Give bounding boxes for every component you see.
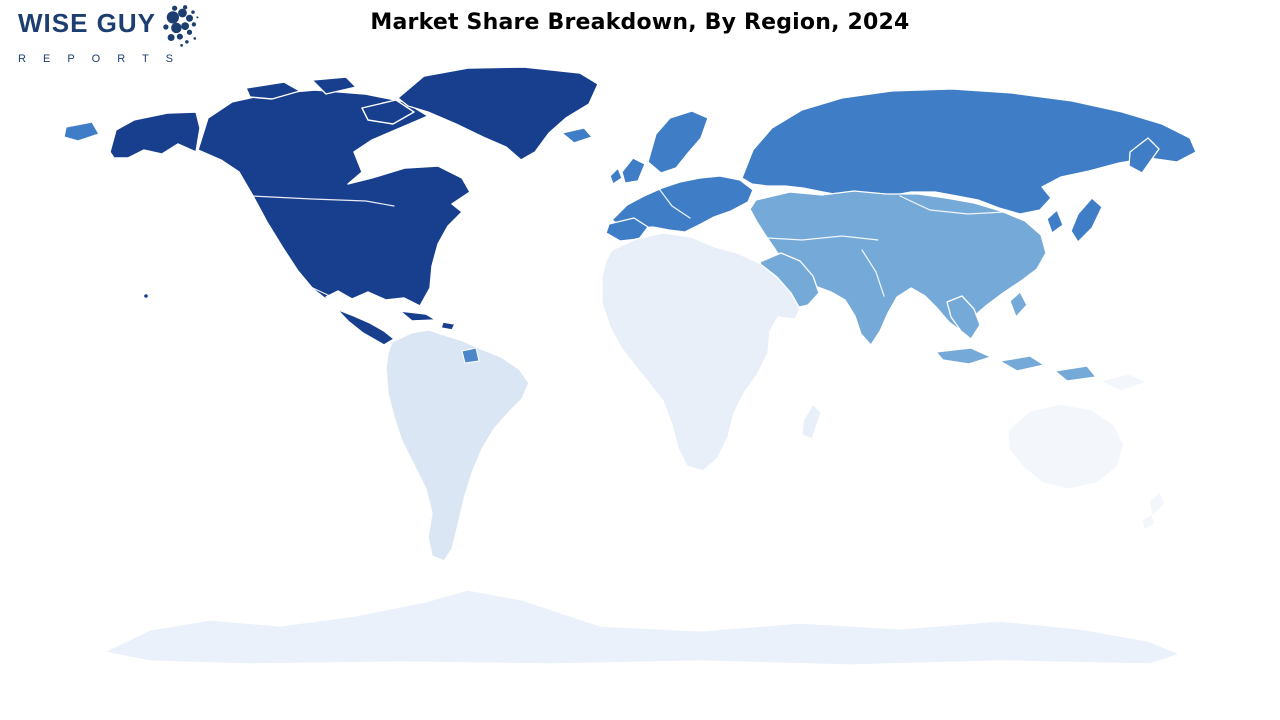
border-usa-canada	[199, 189, 395, 207]
border-russia-china	[899, 195, 1005, 215]
landmass-philippines	[1009, 291, 1028, 318]
region-asia	[749, 190, 1097, 382]
landmass-new-guinea	[1099, 373, 1148, 392]
page-title: Market Share Breakdown, By Region, 2024	[370, 10, 910, 35]
landmass-japan	[1070, 197, 1103, 243]
logo-subtitle: R E P O R T S	[18, 53, 180, 65]
border-india-west	[861, 249, 885, 297]
dotted-head-icon	[158, 4, 200, 50]
region-antarctica	[103, 589, 1181, 666]
landmass-new-zealand-south	[1141, 513, 1156, 531]
landmass-britain	[621, 157, 646, 184]
logo-wordmark: WISE GUY	[18, 8, 157, 38]
region-oceania	[1007, 373, 1166, 531]
landmass-greenland	[397, 66, 599, 161]
landmass-australia	[1007, 403, 1125, 490]
landmass-new-zealand-north	[1148, 491, 1166, 518]
landmass-ireland	[609, 167, 623, 185]
landmass-canada-usa-mexico	[197, 89, 471, 346]
landmass-hawaii	[142, 292, 150, 300]
border-central-asia	[767, 235, 879, 241]
landmass-south-america	[385, 329, 530, 562]
region-europe-russia	[63, 88, 1197, 243]
landmass-arctic-island-2	[311, 76, 357, 95]
landmass-antarctica	[103, 589, 1181, 666]
wise-guy-reports-logo: WISE GUY	[18, 5, 208, 65]
landmass-alaska	[109, 111, 201, 159]
landmass-europe-mainland	[611, 175, 754, 233]
region-africa	[601, 232, 822, 472]
landmass-iceland	[561, 127, 593, 144]
landmass-baffin-island	[361, 99, 415, 125]
landmass-sumatra-borneo	[935, 347, 992, 365]
landmass-scandinavia	[647, 110, 709, 174]
landmass-french-guiana	[461, 347, 480, 364]
landmass-kamchatka	[1128, 137, 1160, 174]
region-south-america	[385, 329, 530, 562]
landmass-arctic-island-1	[245, 81, 301, 100]
choropleth-svg	[63, 66, 1197, 666]
landmass-cuba	[399, 310, 437, 322]
world-map	[0, 40, 1280, 720]
border-usa-mexico	[299, 281, 353, 301]
landmass-chukotka-west-of-dateline	[63, 121, 100, 142]
landmass-indochina	[946, 295, 981, 340]
country-borders	[199, 189, 1005, 301]
landmass-caribbean-islands	[440, 321, 456, 331]
landmass-java-sulawesi	[999, 355, 1045, 372]
region-north-america	[109, 66, 599, 346]
border-europe-internal	[659, 189, 691, 219]
landmass-korea	[1046, 209, 1064, 234]
landmass-indonesia-east	[1054, 365, 1097, 382]
landmass-africa	[601, 232, 801, 472]
region-french-guiana	[461, 347, 480, 364]
landmass-madagascar	[801, 403, 822, 440]
